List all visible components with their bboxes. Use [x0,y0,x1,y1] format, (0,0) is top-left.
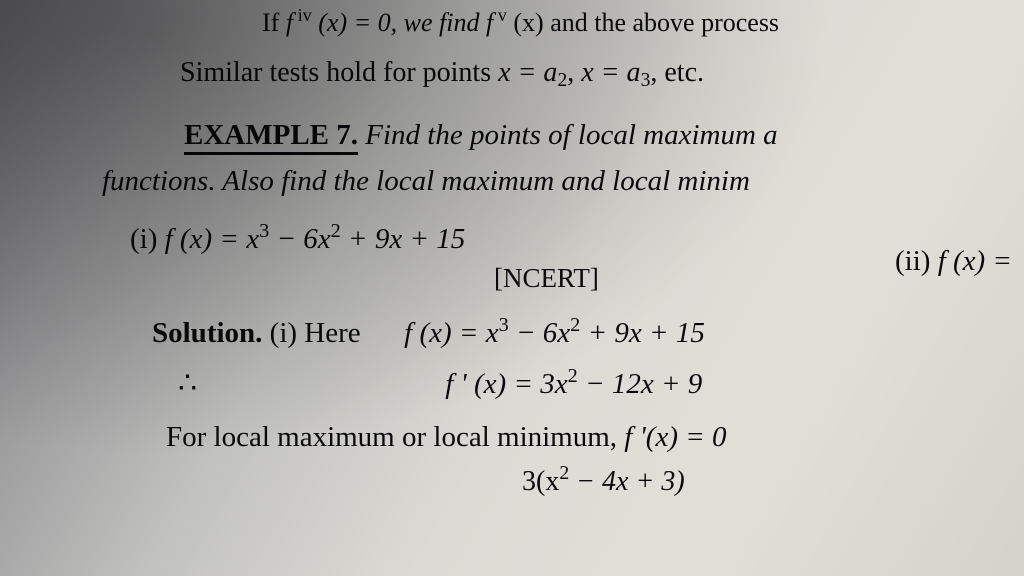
eq1: x = a [498,57,557,88]
textbook-page: If f iv (x) = 0, we find f v (x) and the… [0,0,1024,576]
sub2: 3 [641,70,651,91]
p3: 3 [499,314,509,336]
eq2: x = a [581,57,640,88]
p2: 2 [568,365,578,387]
tail: − 12x + 9 [578,368,703,400]
line-part-ii: (ii) f (x) = [895,246,1012,276]
line-solution: Solution. (i) Here f (x) = x3 − 6x2 + 9x… [152,315,1024,349]
line-derivative: f ' (x) = 3x2 − 12x + 9 [178,366,1024,400]
therefore-icon [178,368,206,400]
ncert-tag: [NCERT] [494,263,599,293]
tail: + 9x + 15 [341,223,466,255]
fx: f (x) = [938,245,1012,277]
tail: − 4x + 3) [569,466,685,497]
txt: If [262,8,286,37]
gap [206,368,445,400]
line-factored: 3(x2 − 4x + 3) [522,464,1024,496]
line-similar: Similar tests hold for points x = a2, x … [180,58,1024,91]
example-rest: Find the points of local maximum a [358,119,778,151]
example-label: EXAMPLE 7. [184,119,358,155]
line-condition: For local maximum or local minimum, f '(… [166,422,1024,452]
mid: , [567,57,581,88]
sup-v: v [493,5,507,25]
fx: f (x) = x [404,317,498,349]
txt: For local maximum or local minimum, [166,421,624,453]
m6x: − 6x [269,223,330,255]
txt: functions. Also find the local maximum a… [102,165,750,197]
line-functions: functions. Also find the local maximum a… [102,166,1024,196]
num-i: (i) [130,223,165,255]
three: 3(x [522,467,559,496]
p2: 2 [570,314,580,336]
sup-iv: iv [293,5,312,25]
p2: 2 [559,463,569,484]
gap [361,317,405,349]
p2: 2 [331,220,341,242]
m6x: − 6x [509,317,570,349]
line-example-heading: EXAMPLE 7. Find the points of local maxi… [184,120,1024,150]
tail: + 9x + 15 [580,317,705,349]
fx: f (x) = x [165,223,259,255]
line-part-i: (i) f (x) = x3 − 6x2 + 9x + 15 [130,221,1024,255]
i-here: (i) Here [262,317,360,349]
txt: Similar tests hold for points [180,57,498,88]
arg: (x) = 0, we find [312,8,486,37]
solution-label: Solution. [152,317,262,349]
tail: (x) and the above process [507,8,779,37]
fpx0: f '(x) = 0 [624,421,726,453]
tail: , etc. [650,57,704,88]
f: f [286,8,293,37]
sub1: 2 [557,70,567,91]
p3: 3 [259,220,269,242]
num-ii: (ii) [895,245,938,277]
line-fiv: If f iv (x) = 0, we find f v (x) and the… [262,6,1024,36]
fprime: f ' (x) = 3x [445,368,567,400]
